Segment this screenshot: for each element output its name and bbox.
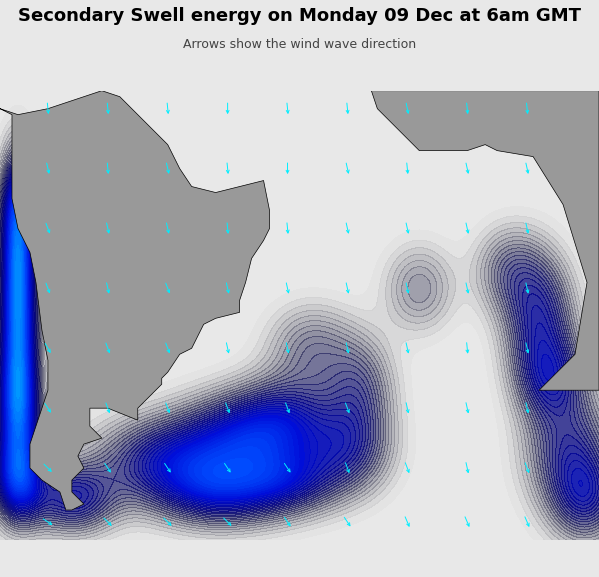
- Text: Secondary Swell energy on Monday 09 Dec at 6am GMT: Secondary Swell energy on Monday 09 Dec …: [18, 7, 581, 25]
- Polygon shape: [0, 91, 270, 510]
- Text: Arrows show the wind wave direction: Arrows show the wind wave direction: [183, 38, 416, 51]
- Polygon shape: [371, 91, 599, 390]
